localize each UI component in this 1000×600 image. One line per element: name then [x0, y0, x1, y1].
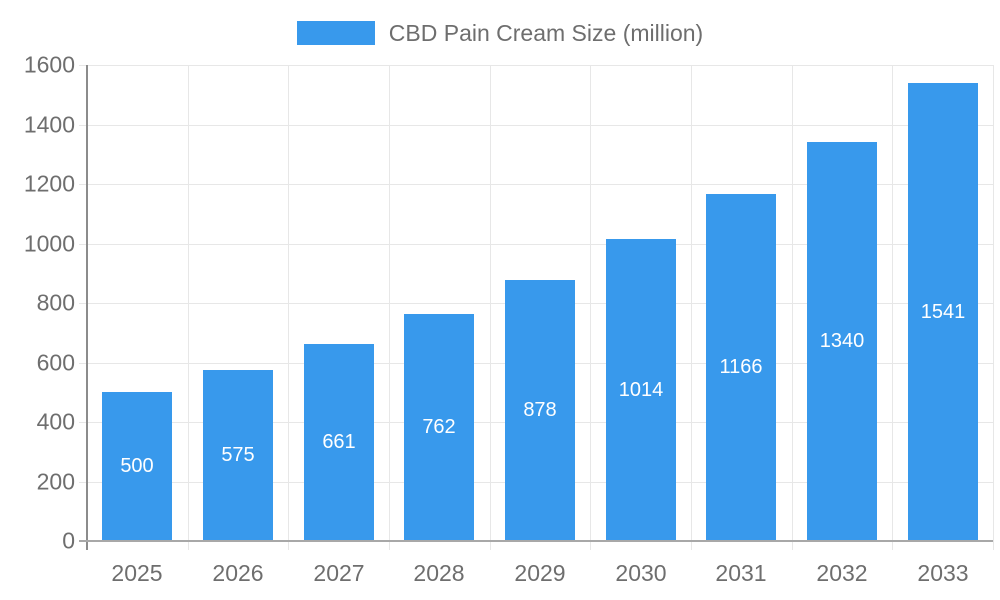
x-tick-label: 2025 [111, 560, 163, 586]
gridline-vertical [389, 65, 390, 550]
y-tick-label: 800 [36, 289, 75, 316]
gridline-vertical [590, 65, 591, 550]
bar-value-label: 661 [322, 431, 356, 453]
y-tick-label: 400 [36, 408, 75, 435]
x-tick-label: 2028 [413, 560, 465, 586]
x-tick-label: 2030 [615, 560, 667, 586]
gridline-vertical [288, 65, 289, 550]
y-axis-line [86, 65, 88, 550]
legend-label: CBD Pain Cream Size (million) [388, 20, 704, 46]
legend[interactable]: CBD Pain Cream Size (million) [0, 18, 1000, 48]
bar[interactable]: 500 [102, 392, 172, 541]
gridline-vertical [490, 65, 491, 550]
gridline-horizontal [79, 184, 993, 185]
x-tick-label: 2032 [816, 560, 868, 586]
bar-value-label: 1166 [719, 356, 763, 378]
gridline-vertical [993, 65, 994, 550]
bar[interactable]: 762 [404, 314, 474, 541]
bar-value-label: 1340 [819, 330, 865, 352]
x-tick-label: 2033 [917, 560, 969, 586]
x-tick-label: 2027 [313, 560, 365, 586]
bar-value-label: 1014 [618, 378, 664, 401]
y-tick-label: 1000 [23, 230, 75, 257]
gridline-vertical [691, 65, 692, 550]
y-tick-label: 1600 [23, 51, 75, 78]
bar[interactable]: 575 [203, 370, 273, 541]
y-tick-label: 1400 [23, 111, 75, 138]
bar[interactable]: 1166 [706, 194, 776, 541]
bar[interactable]: 1014 [606, 239, 676, 541]
legend-swatch [296, 21, 375, 45]
y-tick-label: 1200 [23, 170, 75, 197]
gridline-vertical [892, 65, 893, 550]
gridline-vertical [792, 65, 793, 550]
gridline-horizontal [79, 244, 993, 245]
bar-value-label: 1541 [920, 300, 966, 323]
x-axis-line [79, 540, 993, 542]
x-tick-label: 2029 [514, 560, 566, 586]
gridline-horizontal [79, 65, 993, 66]
y-tick-label: 200 [36, 468, 75, 495]
bar[interactable]: 661 [304, 344, 374, 541]
bar-value-label: 500 [120, 455, 154, 477]
bar-value-label: 878 [523, 399, 557, 421]
gridline-vertical [188, 65, 189, 550]
bar-value-label: 762 [422, 416, 456, 438]
x-tick-label: 2026 [212, 560, 264, 586]
x-tick-label: 2031 [715, 560, 767, 586]
bar[interactable]: 878 [505, 280, 575, 541]
bar[interactable]: 1340 [807, 142, 877, 541]
y-tick-label: 600 [36, 349, 75, 376]
bar[interactable]: 1541 [908, 83, 978, 541]
bar-value-label: 575 [221, 444, 255, 466]
gridline-horizontal [79, 125, 993, 126]
y-tick-label: 0 [62, 527, 75, 554]
